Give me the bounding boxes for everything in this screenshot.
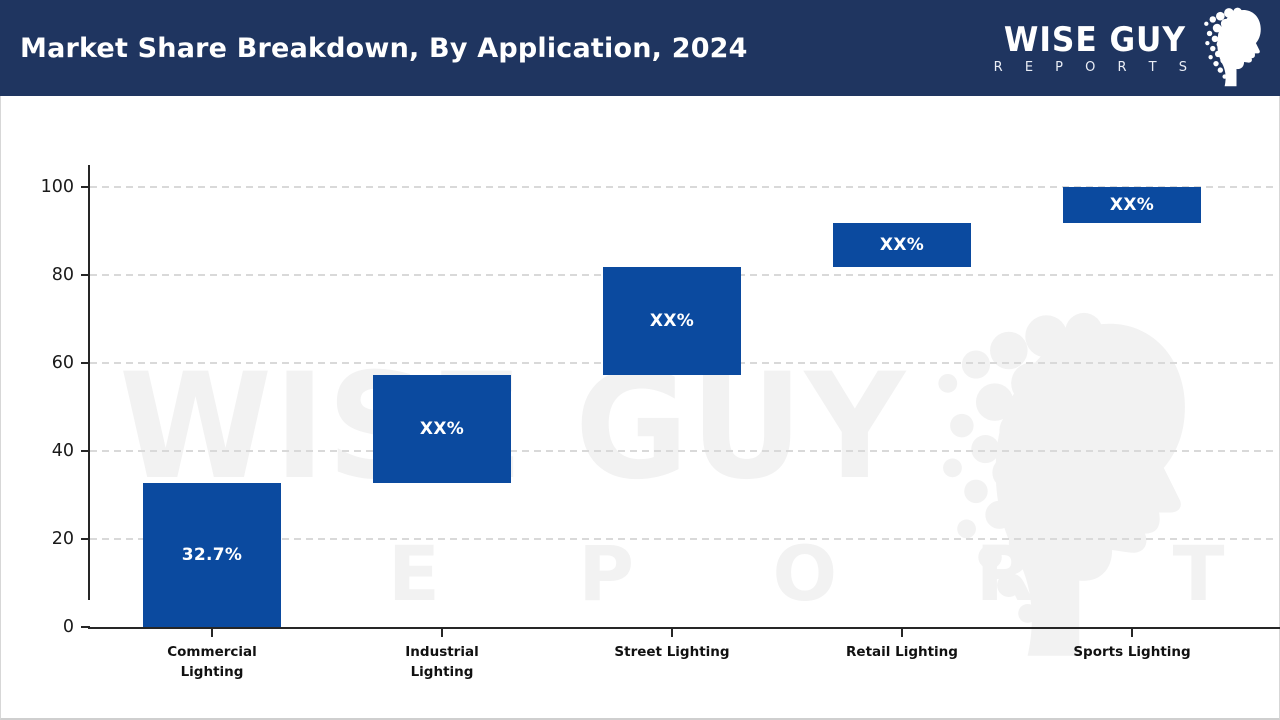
- brand-wordmark-line1: WISE GUY: [1003, 19, 1186, 60]
- brand-wordmark-line2: R E P O R T S: [993, 59, 1196, 75]
- y-tick-mark: [81, 362, 90, 364]
- x-tick-mark: [1131, 629, 1133, 637]
- x-tick-mark: [901, 629, 903, 637]
- bar-1: 32.7%: [143, 483, 281, 627]
- page-title: Market Share Breakdown, By Application, …: [20, 32, 748, 64]
- x-tick-mark: [211, 629, 213, 637]
- plot-area: 0 20 40 60 80 100 32.7% Commercial Lighting XX% I…: [1, 96, 1280, 720]
- gridline-20: [90, 538, 1278, 540]
- gridline-100: [90, 186, 1278, 188]
- x-axis-spine: [88, 627, 1280, 629]
- x-tick-mark: [671, 629, 673, 637]
- y-axis-spine: [88, 165, 90, 600]
- category-label: Street Lighting: [614, 644, 730, 660]
- bar-4: XX%: [833, 223, 971, 268]
- y-tick-mark: [81, 626, 90, 628]
- bar-value-label: XX%: [879, 235, 925, 256]
- y-tick-label: 100: [40, 177, 74, 197]
- y-tick-label: 20: [51, 529, 74, 549]
- y-tick-mark: [81, 450, 90, 452]
- gridline-40: [90, 450, 1278, 452]
- x-tick-mark: [441, 629, 443, 637]
- bar-value-label: 32.7%: [181, 545, 243, 566]
- bar-value-label: XX%: [1109, 195, 1155, 216]
- category-label: Retail Lighting: [846, 644, 958, 660]
- y-tick-mark: [81, 186, 90, 188]
- y-tick-label: 40: [51, 441, 74, 461]
- y-tick-mark: [81, 538, 90, 540]
- y-tick-label: 60: [51, 353, 74, 373]
- category-label: Commercial Lighting: [167, 644, 257, 680]
- chart-canvas: WISE GUY R E P O R T S 02040608010032.7%…: [0, 96, 1280, 720]
- brand-logo: WISE GUY R E P O R T S: [994, 6, 1264, 90]
- bar-3: XX%: [603, 267, 741, 376]
- y-tick-mark: [81, 274, 90, 276]
- y-tick-label: 80: [51, 265, 74, 285]
- bar-5: XX%: [1063, 187, 1201, 224]
- bar-value-label: XX%: [649, 311, 695, 332]
- category-label: Sports Lighting: [1073, 644, 1191, 660]
- bar-2: XX%: [373, 375, 511, 484]
- y-tick-label: 0: [62, 617, 74, 637]
- face-profile-logo-icon: [1204, 7, 1261, 87]
- bar-value-label: XX%: [419, 419, 465, 440]
- brand-wordmark: WISE GUY R E P O R T S: [994, 23, 1196, 74]
- category-label: Industrial Lighting: [405, 644, 479, 680]
- header-band: Market Share Breakdown, By Application, …: [0, 0, 1280, 96]
